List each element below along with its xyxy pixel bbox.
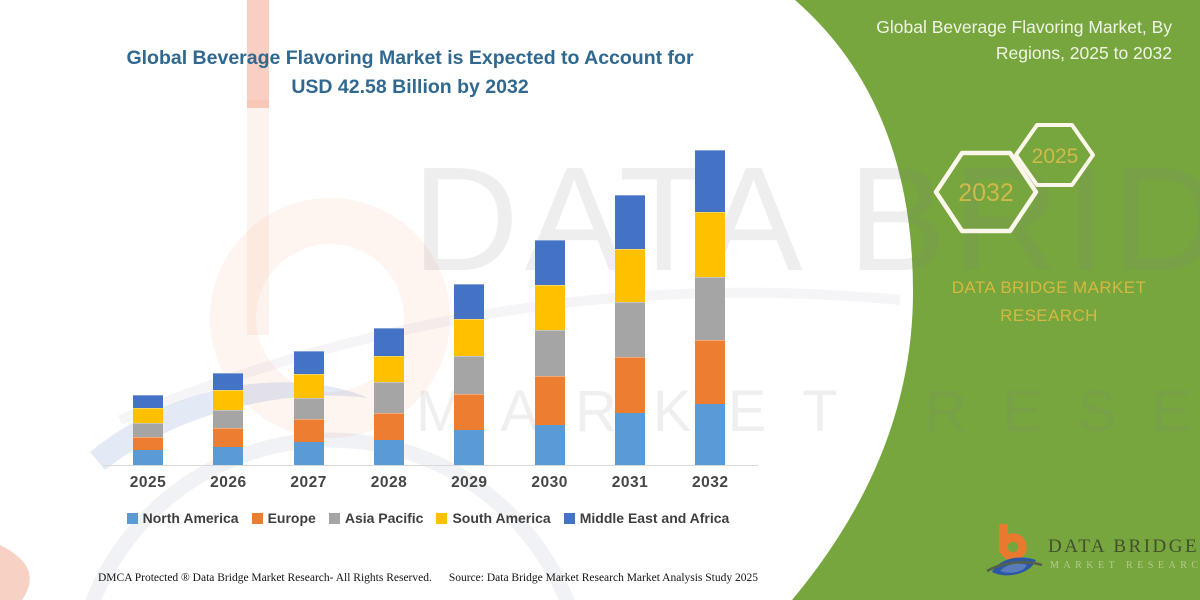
panel-brand-line1: DATA BRIDGE MARKET [951, 278, 1147, 297]
bar-2029 [454, 284, 485, 465]
bar-segment-2029-north-america [454, 429, 485, 465]
legend-swatch-icon [436, 512, 448, 524]
chart-legend: North America Europe Asia Pacific South Ame… [98, 510, 758, 526]
bar-segment-2029-europe [454, 393, 485, 430]
bar-segment-2032-south-america [695, 211, 726, 277]
bar-2027 [293, 350, 324, 465]
chart-title-line1: Global Beverage Flavoring Market is Expe… [126, 47, 694, 69]
bar-2032 [695, 150, 726, 465]
x-axis-line [103, 465, 758, 466]
bar-segment-2026-middle-east-and-africa [213, 372, 244, 391]
dmca-text: DMCA Protected ® Data Bridge Market Rese… [98, 572, 432, 584]
bar-segment-2025-middle-east-and-africa [133, 394, 163, 409]
bar-segment-2027-south-america [293, 373, 324, 399]
bar-2030 [534, 239, 565, 465]
legend-swatch-icon [563, 512, 575, 524]
legend-item-middle-east-and-africa: Middle East and Africa [563, 510, 730, 526]
panel-title-line1: Global Beverage Flavoring Market, By [876, 17, 1172, 37]
bar-segment-2032-north-america [695, 403, 726, 465]
stacked-bar-chart: 2025 2026 2027 2028 2029 2030 2031 2032 [98, 130, 758, 491]
panel-title-line2: Regions, 2025 to 2032 [995, 43, 1172, 63]
dbmr-logo-icon [986, 524, 1043, 576]
legend-label: South America [452, 510, 551, 526]
bar-2026 [213, 372, 244, 465]
bar-segment-2026-asia-pacific [213, 409, 244, 428]
chart-title: Global Beverage Flavoring Market is Expe… [85, 44, 735, 102]
bar-segment-2026-south-america [213, 390, 244, 410]
bar-2028 [373, 328, 404, 465]
bar-segment-2031-europe [614, 357, 645, 414]
legend-item-asia-pacific: Asia Pacific [328, 510, 424, 526]
x-tick-2025: 2025 [129, 474, 167, 491]
x-tick-2031: 2031 [611, 474, 649, 491]
legend-item-south-america: South America [436, 510, 551, 526]
panel-title: Global Beverage Flavoring Market, By Reg… [820, 14, 1172, 66]
bar-segment-2028-asia-pacific [373, 382, 404, 413]
source-text: Source: Data Bridge Market Research Mark… [448, 572, 758, 584]
legend-swatch-icon [328, 512, 340, 524]
dbmr-logo-title: DATA BRIDGE [1048, 536, 1200, 557]
bar-2031 [614, 195, 645, 465]
bar-segment-2030-south-america [534, 284, 565, 331]
bar-segment-2025-north-america [133, 449, 163, 465]
x-tick-2026: 2026 [210, 474, 247, 491]
bar-segment-2028-europe [373, 412, 404, 441]
bar-segment-2032-europe [695, 339, 726, 404]
logo-swoosh-highlight [1000, 563, 1027, 573]
bar-segment-2030-middle-east-and-africa [534, 239, 565, 285]
bar-segment-2032-middle-east-and-africa [695, 150, 726, 212]
chart-title-line2: USD 42.58 Billion by 2032 [291, 76, 529, 98]
x-tick-2030: 2030 [531, 474, 568, 491]
legend-label: Asia Pacific [344, 510, 424, 526]
x-tick-2029: 2029 [451, 474, 488, 491]
bar-segment-2027-north-america [293, 442, 324, 465]
bar-segment-2030-asia-pacific [534, 330, 565, 376]
bar-segment-2029-asia-pacific [454, 356, 485, 394]
bar-segment-2027-asia-pacific [293, 398, 324, 420]
bar-segment-2026-north-america [213, 447, 244, 465]
dbmr-logo-subtitle: MARKET RESEARCH [1050, 560, 1200, 571]
bar-segment-2025-south-america [133, 408, 163, 423]
x-tick-2027: 2027 [290, 474, 327, 491]
legend-label: Europe [267, 510, 316, 526]
panel-brand-line2: RESEARCH [1000, 306, 1098, 325]
bar-segment-2028-south-america [373, 356, 404, 382]
logo-swoosh-line [986, 561, 1043, 573]
bar-segment-2031-north-america [614, 413, 645, 465]
legend-item-north-america: North America [126, 510, 239, 526]
legend-label: Middle East and Africa [579, 510, 730, 526]
bar-segment-2032-asia-pacific [695, 276, 726, 340]
bar-segment-2027-middle-east-and-africa [293, 350, 324, 374]
footer-disclaimer: DMCA Protected ® Data Bridge Market Rese… [98, 572, 758, 584]
bar-segment-2028-north-america [373, 440, 404, 465]
bar-segment-2028-middle-east-and-africa [373, 328, 404, 357]
panel-brand-text: DATA BRIDGE MARKET RESEARCH [918, 274, 1180, 330]
bar-segment-2030-north-america [534, 424, 565, 465]
bar-segment-2031-south-america [614, 248, 645, 302]
watermark-pink-corner [0, 545, 30, 600]
logo-b-bowl [999, 533, 1027, 561]
bar-segment-2026-europe [213, 427, 244, 448]
bar-segment-2031-asia-pacific [614, 301, 645, 358]
x-tick-2028: 2028 [370, 474, 408, 491]
bar-segment-2025-europe [133, 437, 163, 450]
legend-item-europe: Europe [251, 510, 316, 526]
bar-segment-2027-europe [293, 419, 324, 443]
legend-swatch-icon [126, 512, 138, 524]
bar-segment-2031-middle-east-and-africa [614, 195, 645, 249]
bar-segment-2025-asia-pacific [133, 422, 163, 437]
bar-segment-2029-middle-east-and-africa [454, 284, 485, 319]
dbmr-logo: DATA BRIDGE MARKET RESEARCH [986, 522, 1200, 586]
legend-swatch-icon [251, 512, 263, 524]
legend-label: North America [142, 510, 239, 526]
bar-2025 [133, 394, 163, 465]
bar-segment-2030-europe [534, 375, 565, 425]
x-tick-2032: 2032 [692, 474, 729, 491]
bar-segment-2029-south-america [454, 318, 485, 357]
